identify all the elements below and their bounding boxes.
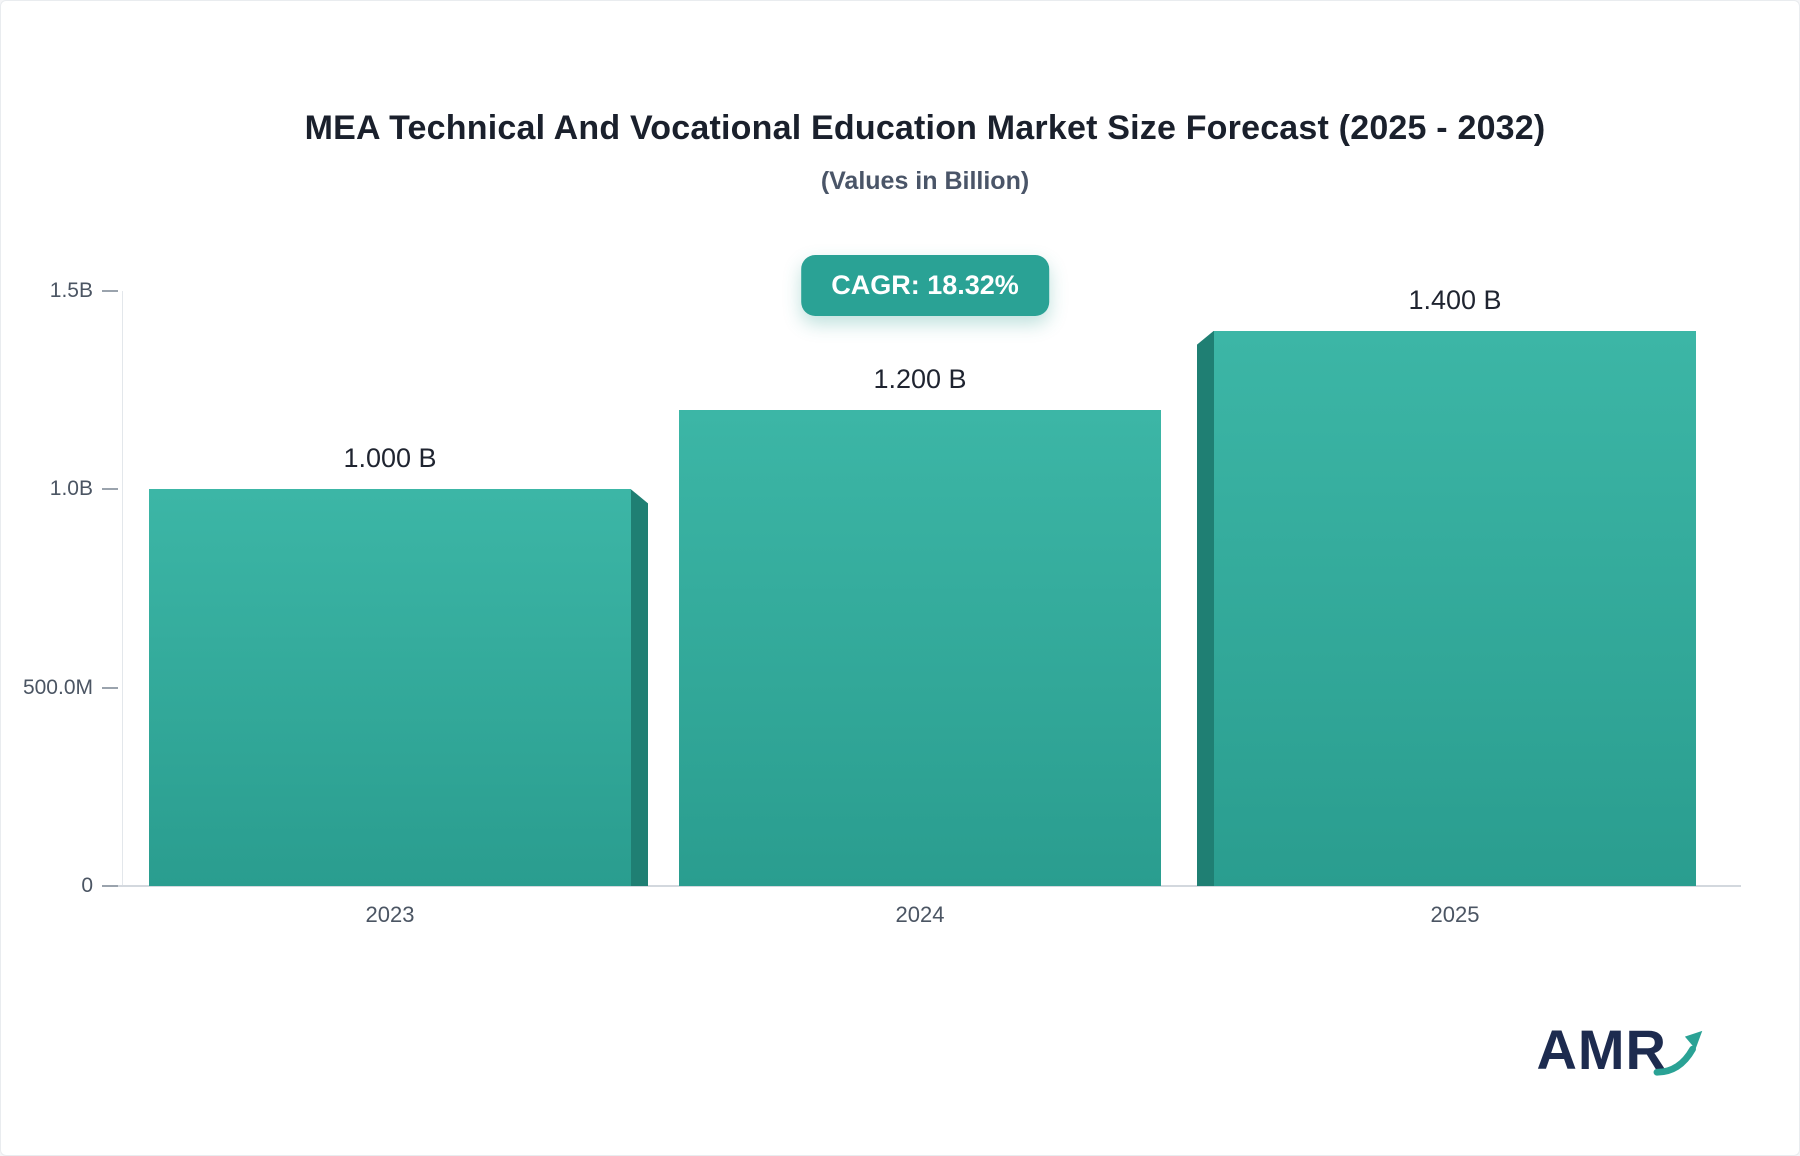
cagr-badge: CAGR: 18.32% [801,255,1049,316]
bar-3d-side [631,489,648,886]
y-tick-label: 1.5B [49,279,93,302]
amr-logo-text: AMR [1536,1018,1667,1081]
y-tick-label: 1.0B [49,477,93,501]
bar-value-label: 1.400 B [1408,284,1502,315]
x-axis-line [105,885,1741,887]
x-axis-label: 2023 [365,902,415,927]
chart-title: MEA Technical And Vocational Education M… [304,109,1546,147]
y-tick-mark [102,290,118,292]
bar-3d-side [1197,330,1214,886]
chart-subtitle: (Values in Billion) [820,167,1030,195]
x-axis-label: 2025 [1430,902,1480,927]
y-tick-mark [102,686,118,689]
bar-value-label: 1.000 B [343,443,437,474]
amr-logo: AMR [1536,1017,1711,1082]
bar-value-label: 1.200 B [873,364,967,394]
x-axis-label: 2024 [895,902,945,927]
bar-2024: 1.200 B 2024 [679,364,1161,927]
y-tick-mark [102,488,118,491]
y-tick-label: 0 [81,874,93,897]
bar-2025: 1.400 B 2025 [1197,285,1696,927]
logo-arrow-icon [1653,1030,1703,1076]
plot-area: 1.5B 1.0B 500.0M 0 1.000 B 2023 1.200 B … [23,279,1741,927]
bar-2023: 1.000 B 2023 [149,443,648,927]
y-tick-label: 500.0M [22,675,93,699]
y-tick-mark [102,885,118,887]
